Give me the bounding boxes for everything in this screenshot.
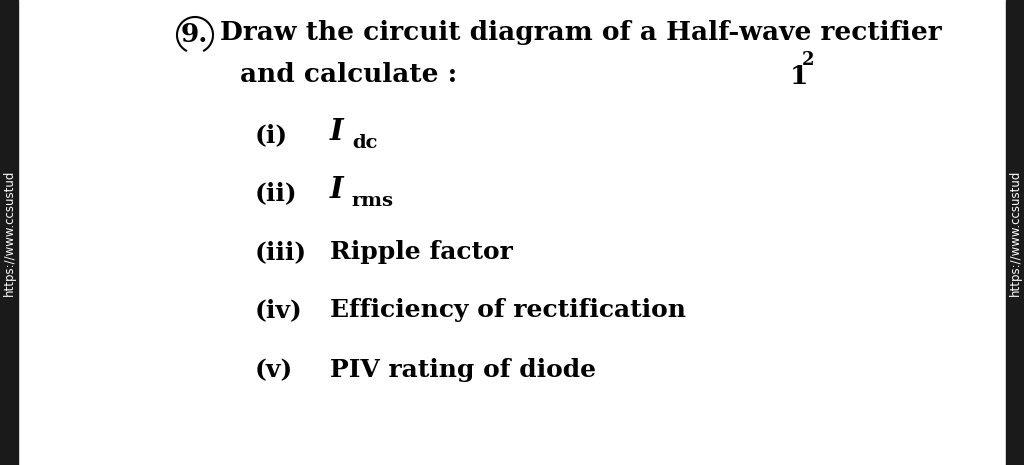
Text: 9.: 9. — [180, 22, 208, 47]
Bar — [1006, 0, 1024, 465]
Text: I: I — [330, 175, 344, 205]
Text: Ripple factor: Ripple factor — [330, 240, 513, 264]
Text: I: I — [330, 118, 344, 146]
Text: (iii): (iii) — [255, 240, 307, 264]
Text: https://www.ccsustud: https://www.ccsustud — [2, 170, 15, 296]
Bar — [0, 0, 18, 465]
Text: 1: 1 — [790, 65, 808, 89]
Text: (ii): (ii) — [255, 181, 298, 205]
Text: rms: rms — [352, 192, 394, 210]
Text: dc: dc — [352, 134, 378, 152]
Text: PIV rating of diode: PIV rating of diode — [330, 358, 596, 382]
Text: 2: 2 — [802, 51, 814, 69]
Text: Draw the circuit diagram of a Half-wave rectifier: Draw the circuit diagram of a Half-wave … — [220, 20, 942, 46]
Text: Efficiency of rectification: Efficiency of rectification — [330, 298, 686, 322]
Text: (i): (i) — [255, 123, 288, 147]
Text: https://www.ccsustud: https://www.ccsustud — [1009, 170, 1022, 296]
Text: and calculate :: and calculate : — [240, 62, 458, 87]
Text: (v): (v) — [255, 358, 293, 382]
Text: (iv): (iv) — [255, 298, 303, 322]
